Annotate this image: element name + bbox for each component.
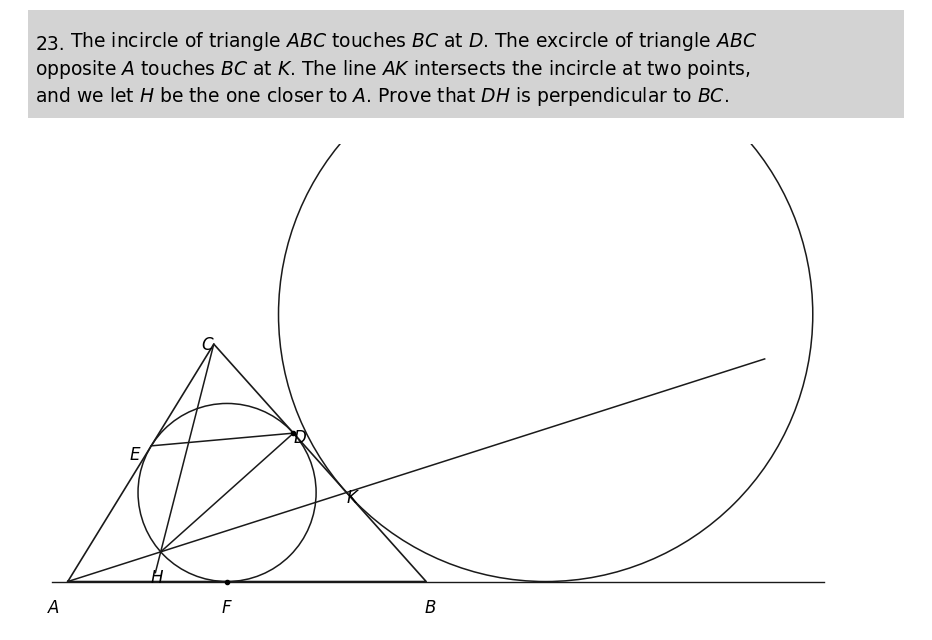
Text: $E$: $E$ — [129, 446, 142, 464]
Text: 23.: 23. — [35, 35, 65, 54]
Text: and we let $H$ be the one closer to $A$. Prove that $DH$ is perpendicular to $BC: and we let $H$ be the one closer to $A$.… — [35, 85, 730, 108]
Text: $K$: $K$ — [346, 488, 360, 506]
Text: opposite $A$ touches $BC$ at $K$. The line $AK$ intersects the incircle at two p: opposite $A$ touches $BC$ at $K$. The li… — [35, 58, 750, 81]
Text: $D$: $D$ — [293, 429, 307, 447]
Text: B: B — [424, 599, 436, 617]
Text: $C$: $C$ — [200, 336, 214, 354]
Text: The incircle of triangle $ABC$ touches $BC$ at $D$. The excircle of triangle $AB: The incircle of triangle $ABC$ touches $… — [70, 30, 757, 53]
Text: A: A — [48, 599, 59, 617]
Text: $H$: $H$ — [150, 570, 164, 588]
Text: $F$: $F$ — [221, 599, 233, 617]
